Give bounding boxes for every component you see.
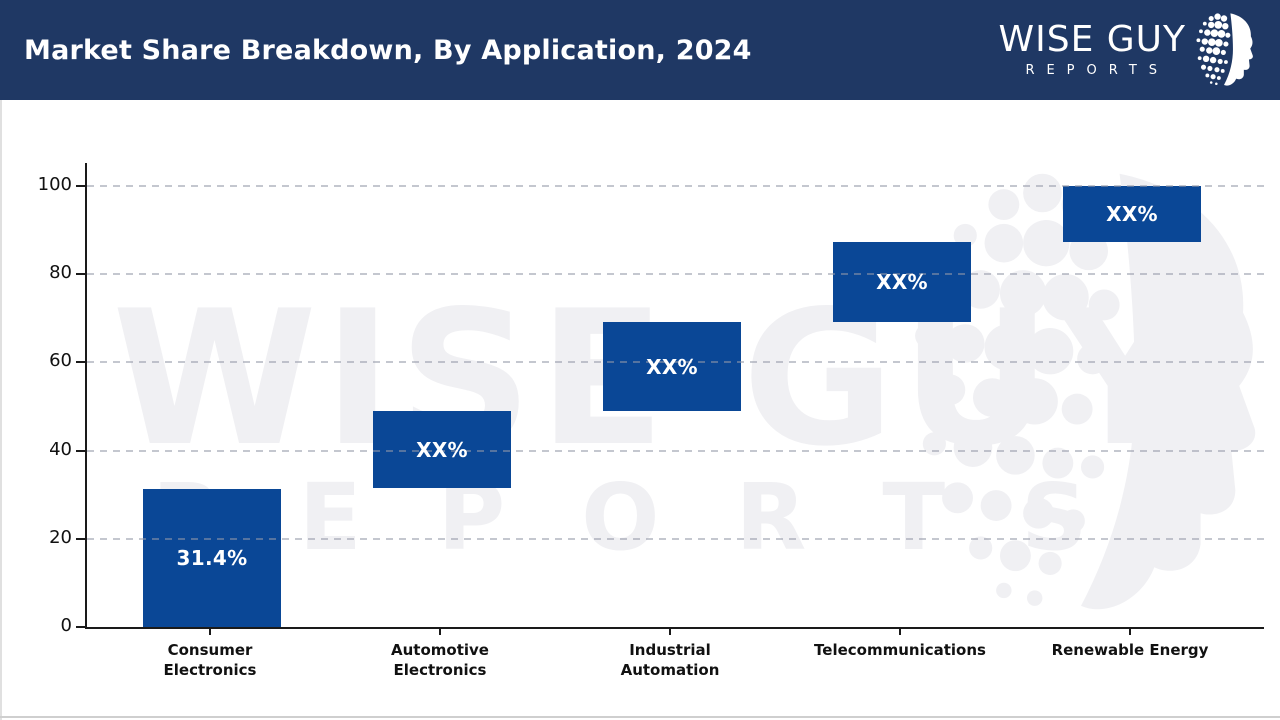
header: Market Share Breakdown, By Application, … — [0, 0, 1280, 100]
bar-value-label: XX% — [876, 270, 928, 295]
gridline — [87, 184, 1264, 187]
x-category-label-line: Electronics — [163, 661, 257, 679]
x-axis-tick — [1129, 629, 1131, 635]
gridline — [87, 273, 1264, 276]
logo-wordmark: WISE GUY — [998, 19, 1186, 60]
left-border — [0, 100, 2, 720]
x-category-label-line: Automation — [620, 661, 720, 679]
y-axis-tick — [76, 449, 85, 452]
y-axis-tick — [76, 537, 85, 540]
x-category-label: Industrial Automation — [553, 640, 787, 680]
x-category-label-line: Telecommunications — [814, 641, 986, 659]
x-axis-tick — [669, 629, 671, 635]
y-tick-label: 0 — [60, 615, 72, 636]
y-axis-tick — [76, 273, 85, 276]
x-category-label-line: Renewable Energy — [1051, 641, 1209, 659]
x-category-label: Renewable Energy — [1013, 640, 1247, 660]
x-category-label-line: Consumer — [167, 641, 253, 659]
logo-subtitle: REPORTS — [1025, 63, 1170, 78]
x-category-label: Telecommunications — [783, 640, 1017, 660]
y-tick-label: 80 — [49, 262, 72, 284]
y-tick-label: 40 — [49, 438, 72, 460]
gridline — [87, 361, 1264, 364]
bar-value-label: XX% — [1106, 202, 1158, 227]
plot-area: 31.4% XX% XX% XX% XX% — [85, 163, 1264, 629]
x-axis-tick — [899, 629, 901, 635]
y-axis-tick — [76, 626, 85, 628]
x-axis-tick — [209, 629, 211, 635]
gridline — [87, 537, 1264, 540]
x-category-label-line: Automotive — [391, 641, 489, 659]
x-category-label-line: Electronics — [393, 661, 487, 679]
x-category-label: Consumer Electronics — [93, 640, 327, 680]
x-category-label: Automotive Electronics — [323, 640, 557, 680]
chart-region: WISE GUY R E P O R T S 31.4% XX% XX% XX% XX%… — [0, 100, 1280, 720]
y-axis-tick — [76, 361, 85, 364]
logo-text: WISE GUY REPORTS — [998, 19, 1187, 79]
bar — [603, 321, 741, 412]
bar-value-label: XX% — [646, 354, 698, 379]
bar-value-label: 31.4% — [176, 545, 248, 570]
x-category-label-line: Industrial — [629, 641, 711, 659]
wiseguy-logo: WISE GUY REPORTS — [999, 12, 1257, 89]
gridline — [87, 449, 1264, 452]
y-tick-label: 100 — [37, 173, 72, 195]
bottom-border — [0, 716, 1280, 718]
y-axis-tick — [76, 184, 85, 187]
bar-value-label: XX% — [416, 437, 468, 462]
y-tick-label: 20 — [49, 526, 72, 548]
x-axis-tick — [439, 629, 441, 635]
bar — [143, 488, 281, 627]
page-title: Market Share Breakdown, By Application, … — [24, 34, 752, 66]
logo-dotted-head-icon — [1196, 12, 1253, 86]
y-tick-label: 60 — [49, 350, 72, 372]
